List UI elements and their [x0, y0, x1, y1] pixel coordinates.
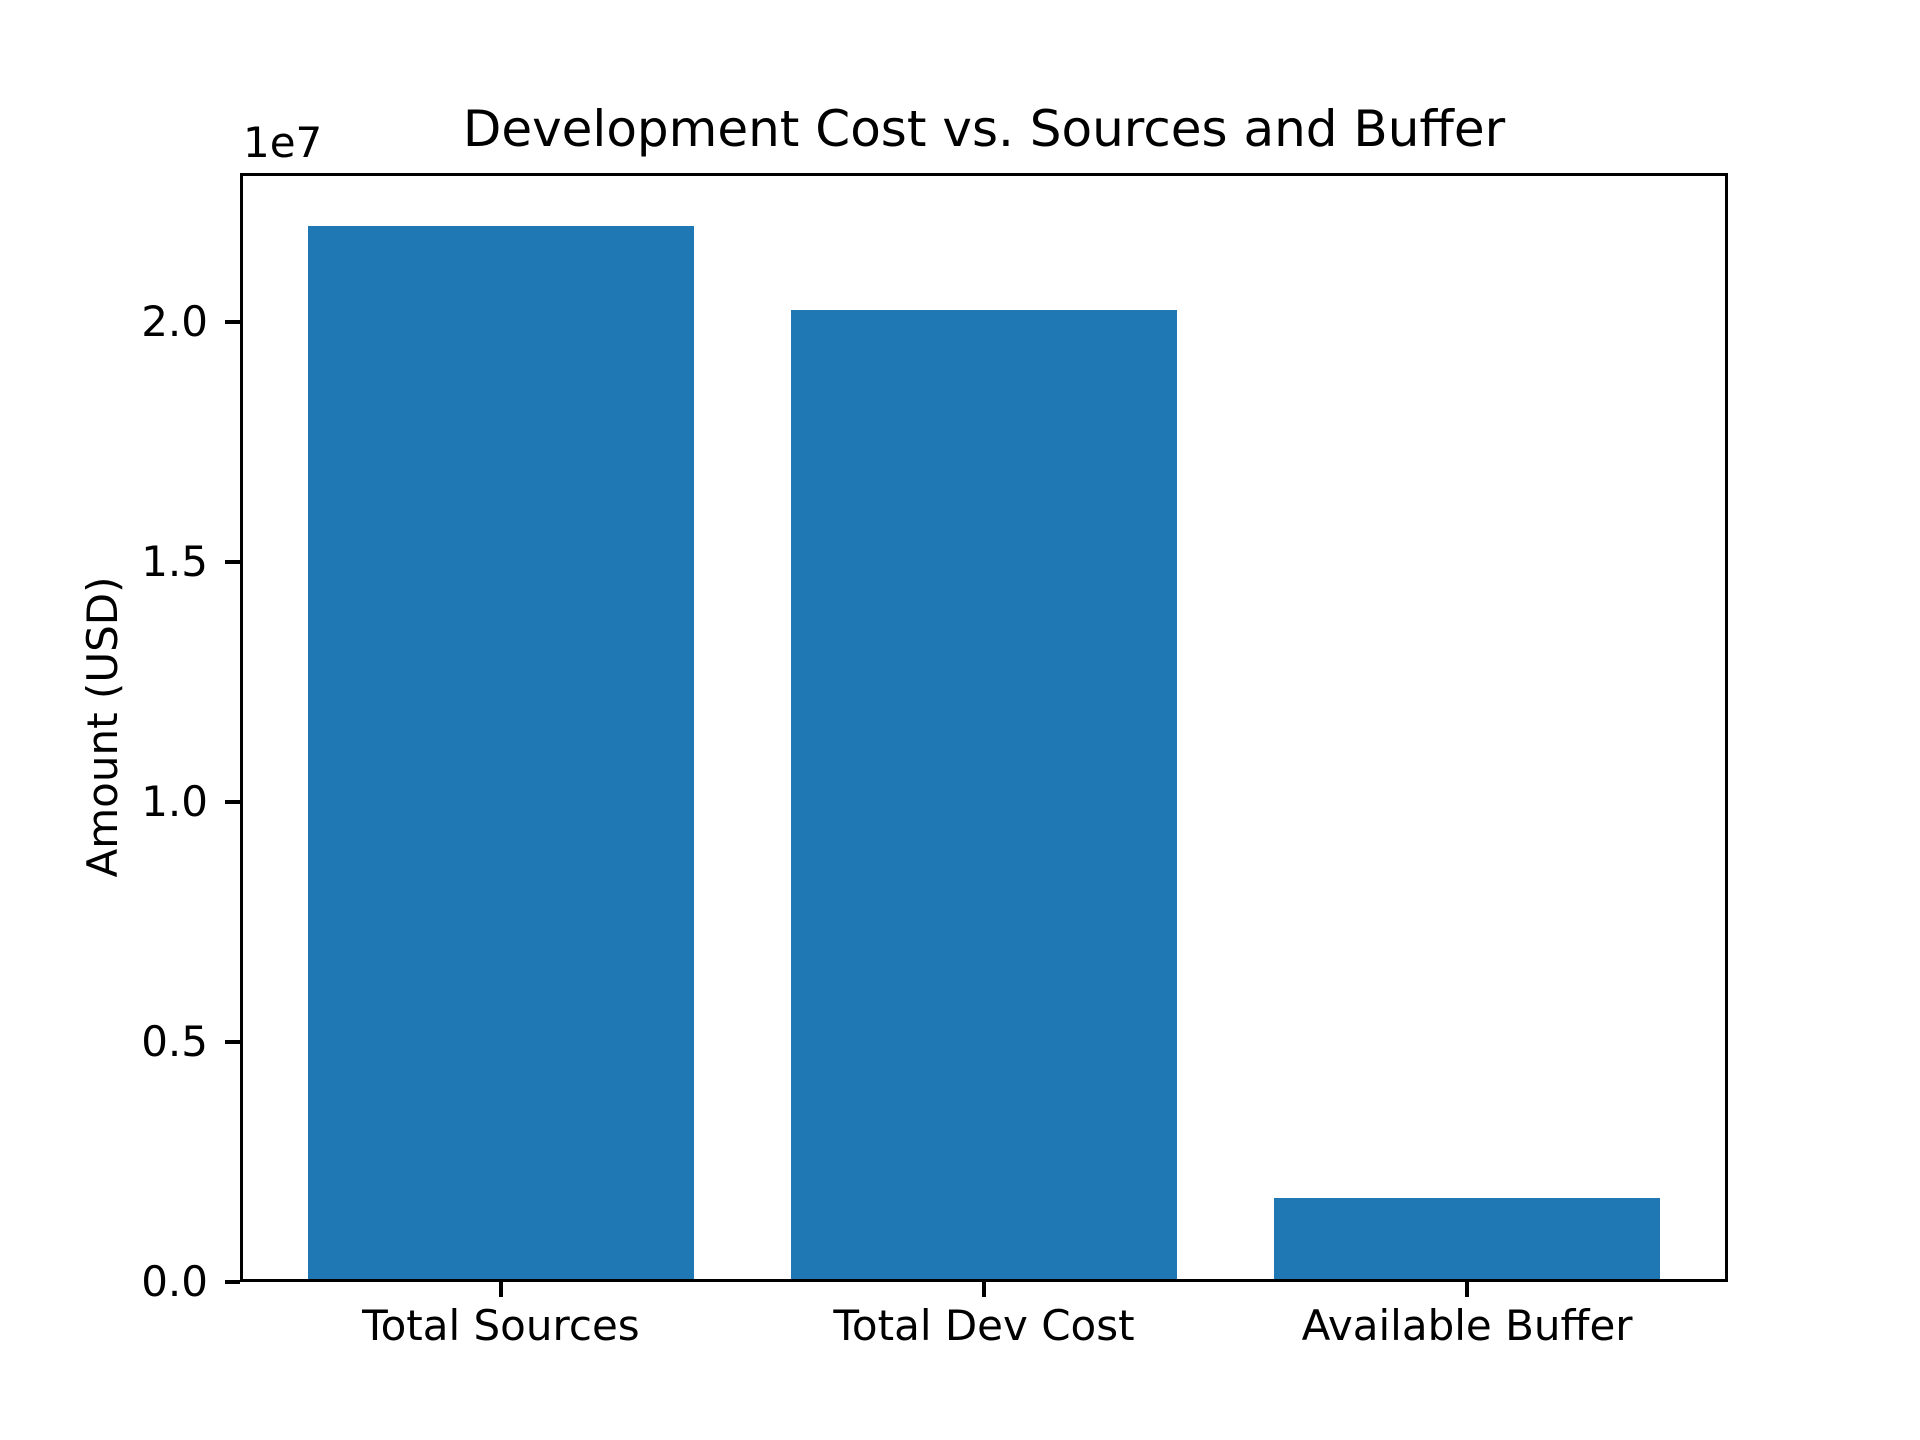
y-tick-mark: [225, 1280, 240, 1284]
x-tick-label: Total Sources: [362, 1301, 640, 1350]
y-axis-label: Amount (USD): [78, 576, 127, 878]
bar-total-dev-cost: [790, 309, 1178, 1282]
y-tick-mark: [225, 1040, 240, 1044]
y-tick-label: 0.5: [141, 1016, 208, 1066]
y-tick-mark: [225, 800, 240, 804]
x-tick-label: Total Dev Cost: [833, 1301, 1135, 1350]
x-tick-mark: [1465, 1282, 1469, 1297]
x-tick-label: Available Buffer: [1301, 1301, 1633, 1350]
y-tick-label: 2.0: [141, 296, 208, 346]
bar-available-buffer: [1273, 1197, 1661, 1282]
x-tick-mark: [499, 1282, 503, 1297]
x-tick-mark: [982, 1282, 986, 1297]
y-tick-mark: [225, 320, 240, 324]
y-tick-label: 1.5: [141, 536, 208, 586]
y-tick-label: 1.0: [141, 776, 208, 826]
chart-title: Development Cost vs. Sources and Buffer: [462, 100, 1506, 158]
plot-area: [240, 173, 1728, 1282]
y-tick-mark: [225, 560, 240, 564]
y-axis-offset-text: 1e7: [243, 118, 323, 167]
y-tick-label: 0.0: [141, 1257, 208, 1306]
bar-total-sources: [307, 225, 695, 1282]
